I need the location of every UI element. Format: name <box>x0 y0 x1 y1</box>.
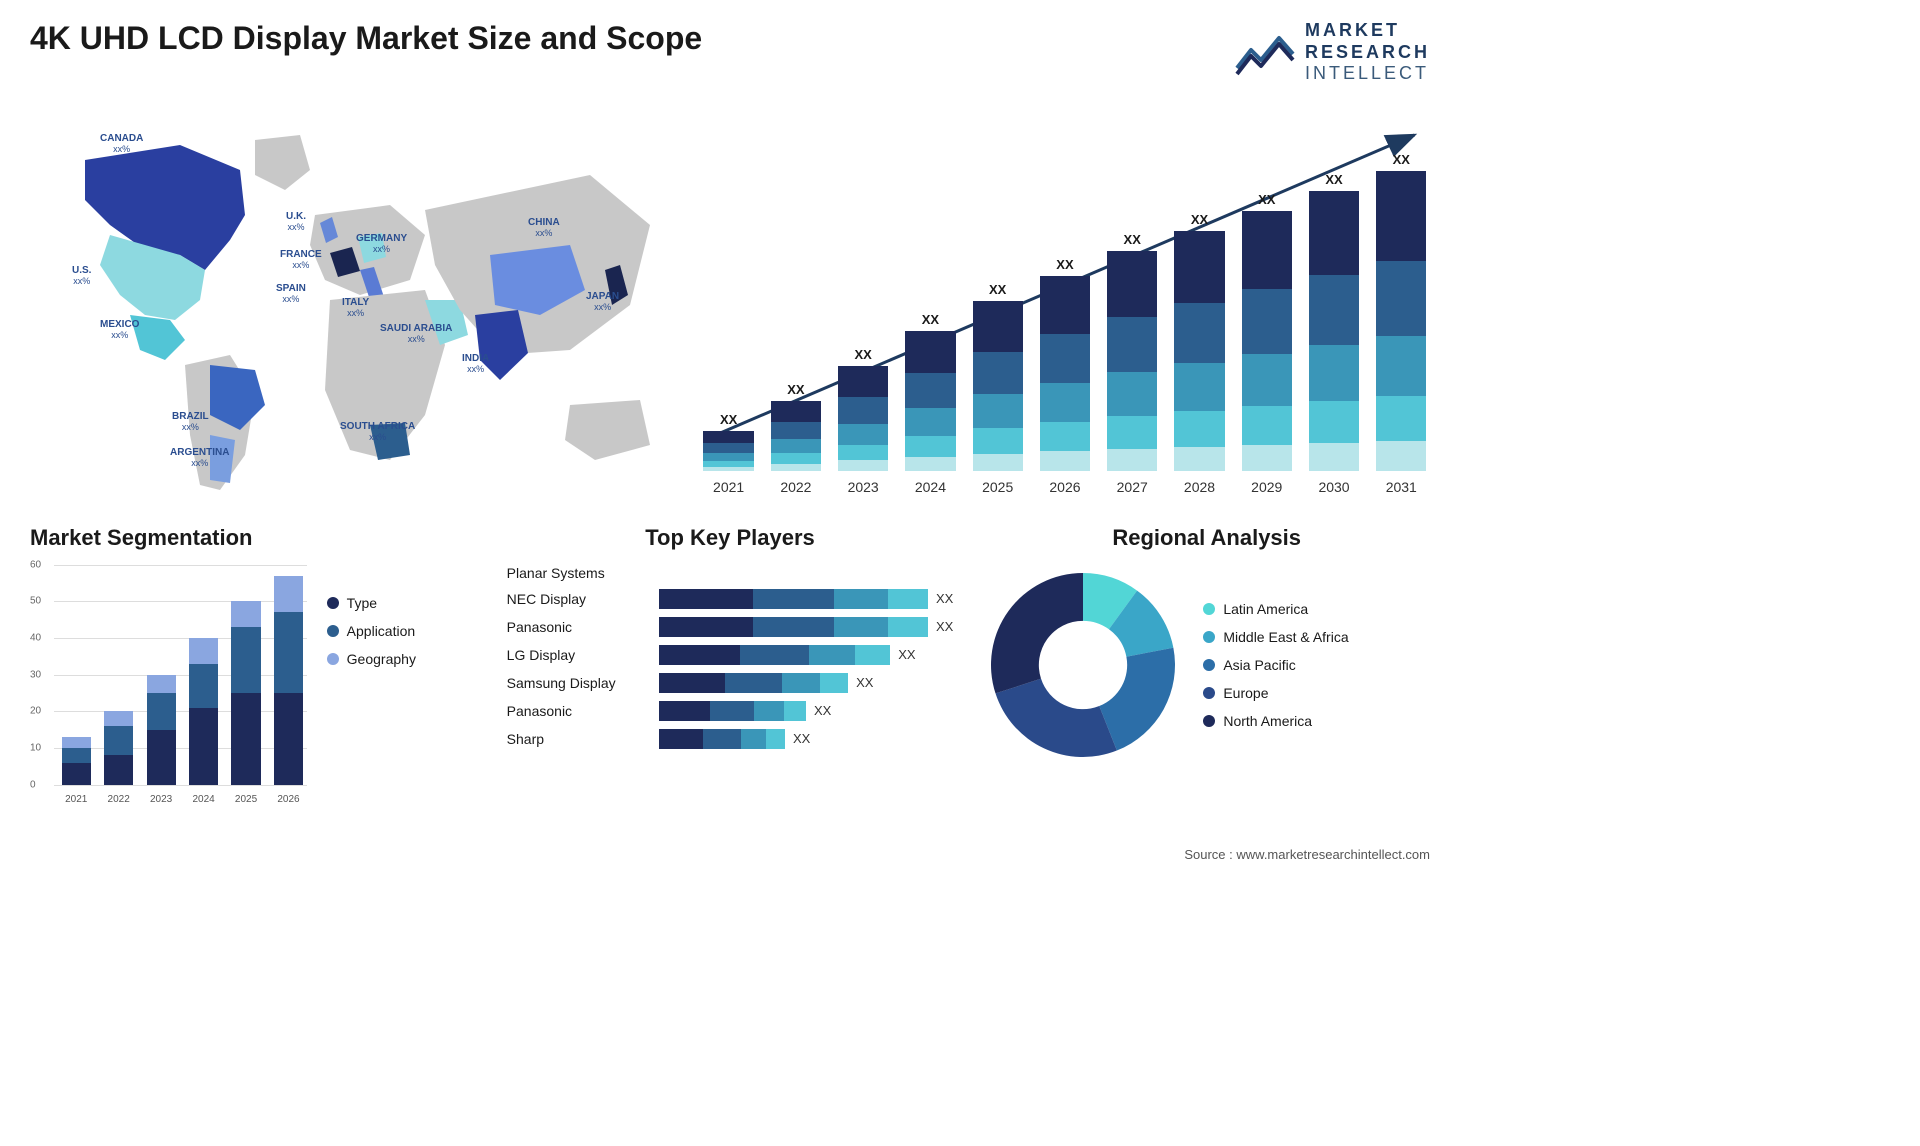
growth-bar-value: XX <box>720 412 737 427</box>
page-title: 4K UHD LCD Display Market Size and Scope <box>30 20 702 57</box>
map-label-india: INDIAxx% <box>462 353 489 375</box>
seg-legend-application: Application <box>327 623 477 639</box>
growth-x-2024: 2024 <box>902 479 959 495</box>
region-legend-latin-america: Latin America <box>1203 601 1430 617</box>
map-label-argentina: ARGENTINAxx% <box>170 447 229 469</box>
growth-bar-value: XX <box>1056 257 1073 272</box>
map-label-france: FRANCExx% <box>280 249 322 271</box>
map-label-canada: CANADAxx% <box>100 133 143 155</box>
map-label-south-africa: SOUTH AFRICAxx% <box>340 421 415 443</box>
growth-bar-2031: XX <box>1373 152 1430 471</box>
growth-bar-2024: XX <box>902 312 959 471</box>
map-label-italy: ITALYxx% <box>342 297 369 319</box>
source-line: Source : www.marketresearchintellect.com <box>1184 847 1430 862</box>
player-row-panasonic: PanasonicXX <box>507 701 954 721</box>
growth-bar-2025: XX <box>969 282 1026 471</box>
regional-title: Regional Analysis <box>983 525 1430 551</box>
map-label-china: CHINAxx% <box>528 217 560 239</box>
growth-x-2028: 2028 <box>1171 479 1228 495</box>
donut-slice-europe <box>996 678 1117 756</box>
growth-bar-2027: XX <box>1104 232 1161 471</box>
growth-x-2025: 2025 <box>969 479 1026 495</box>
map-label-saudi-arabia: SAUDI ARABIAxx% <box>380 323 452 345</box>
growth-bar-value: XX <box>1124 232 1141 247</box>
growth-bar-2030: XX <box>1305 172 1362 471</box>
growth-bar-value: XX <box>787 382 804 397</box>
growth-bar-2022: XX <box>767 382 824 471</box>
seg-legend-geography: Geography <box>327 651 477 667</box>
player-row-sharp: SharpXX <box>507 729 954 749</box>
growth-x-2023: 2023 <box>835 479 892 495</box>
seg-bar-2021 <box>58 737 94 785</box>
seg-legend-type: Type <box>327 595 477 611</box>
segmentation-panel: Market Segmentation 01020304050602021202… <box>30 525 477 805</box>
growth-bar-2028: XX <box>1171 212 1228 471</box>
growth-x-2031: 2031 <box>1373 479 1430 495</box>
growth-bar-value: XX <box>1325 172 1342 187</box>
player-row-nec-display: NEC DisplayXX <box>507 589 954 609</box>
seg-bar-2024 <box>185 638 221 785</box>
seg-bar-2026 <box>270 576 306 785</box>
growth-bar-value: XX <box>1393 152 1410 167</box>
region-legend-middle-east-africa: Middle East & Africa <box>1203 629 1430 645</box>
map-label-spain: SPAINxx% <box>276 283 306 305</box>
seg-bar-2022 <box>100 711 136 784</box>
growth-bar-2026: XX <box>1036 257 1093 471</box>
player-row-planar-systems: Planar Systems <box>507 565 954 581</box>
world-map: CANADAxx% U.S.xx% MEXICOxx% BRAZILxx% ARGENT… <box>30 105 670 495</box>
map-label-japan: JAPANxx% <box>586 291 619 313</box>
growth-bar-2029: XX <box>1238 192 1295 471</box>
logo-line1: MARKET <box>1305 20 1430 42</box>
growth-bar-value: XX <box>989 282 1006 297</box>
map-label-brazil: BRAZILxx% <box>172 411 209 433</box>
growth-x-2027: 2027 <box>1104 479 1161 495</box>
growth-x-2022: 2022 <box>767 479 824 495</box>
growth-bar-value: XX <box>1258 192 1275 207</box>
segmentation-title: Market Segmentation <box>30 525 477 551</box>
key-players-panel: Top Key Players Planar Systems NEC Displa… <box>507 525 954 805</box>
growth-x-2029: 2029 <box>1238 479 1295 495</box>
region-legend-europe: Europe <box>1203 685 1430 701</box>
growth-bar-value: XX <box>922 312 939 327</box>
map-label-u.k.: U.K.xx% <box>286 211 306 233</box>
growth-bar-value: XX <box>854 347 871 362</box>
player-row-lg-display: LG DisplayXX <box>507 645 954 665</box>
seg-bar-2023 <box>143 675 179 785</box>
region-legend-north-america: North America <box>1203 713 1430 729</box>
seg-bar-2025 <box>228 601 264 784</box>
donut-slice-north-america <box>991 573 1083 693</box>
key-players-title: Top Key Players <box>507 525 954 551</box>
map-label-germany: GERMANYxx% <box>356 233 407 255</box>
player-row-samsung-display: Samsung DisplayXX <box>507 673 954 693</box>
player-row-panasonic: PanasonicXX <box>507 617 954 637</box>
growth-bar-value: XX <box>1191 212 1208 227</box>
growth-x-2021: 2021 <box>700 479 757 495</box>
map-label-u.s.: U.S.xx% <box>72 265 91 287</box>
growth-x-2026: 2026 <box>1036 479 1093 495</box>
growth-bar-2023: XX <box>835 347 892 471</box>
market-growth-chart: XX XX XX XX XX XX XX XX XX XX XX 2021 2022 2023 2024 2… <box>700 105 1430 495</box>
logo-line2: RESEARCH <box>1305 42 1430 64</box>
brand-logo: MARKET RESEARCH INTELLECT <box>1235 20 1430 85</box>
map-label-mexico: MEXICOxx% <box>100 319 139 341</box>
regional-panel: Regional Analysis Latin America Middle Ea… <box>983 525 1430 805</box>
growth-bar-2021: XX <box>700 412 757 471</box>
region-legend-asia-pacific: Asia Pacific <box>1203 657 1430 673</box>
growth-x-2030: 2030 <box>1305 479 1362 495</box>
logo-line3: INTELLECT <box>1305 63 1430 85</box>
